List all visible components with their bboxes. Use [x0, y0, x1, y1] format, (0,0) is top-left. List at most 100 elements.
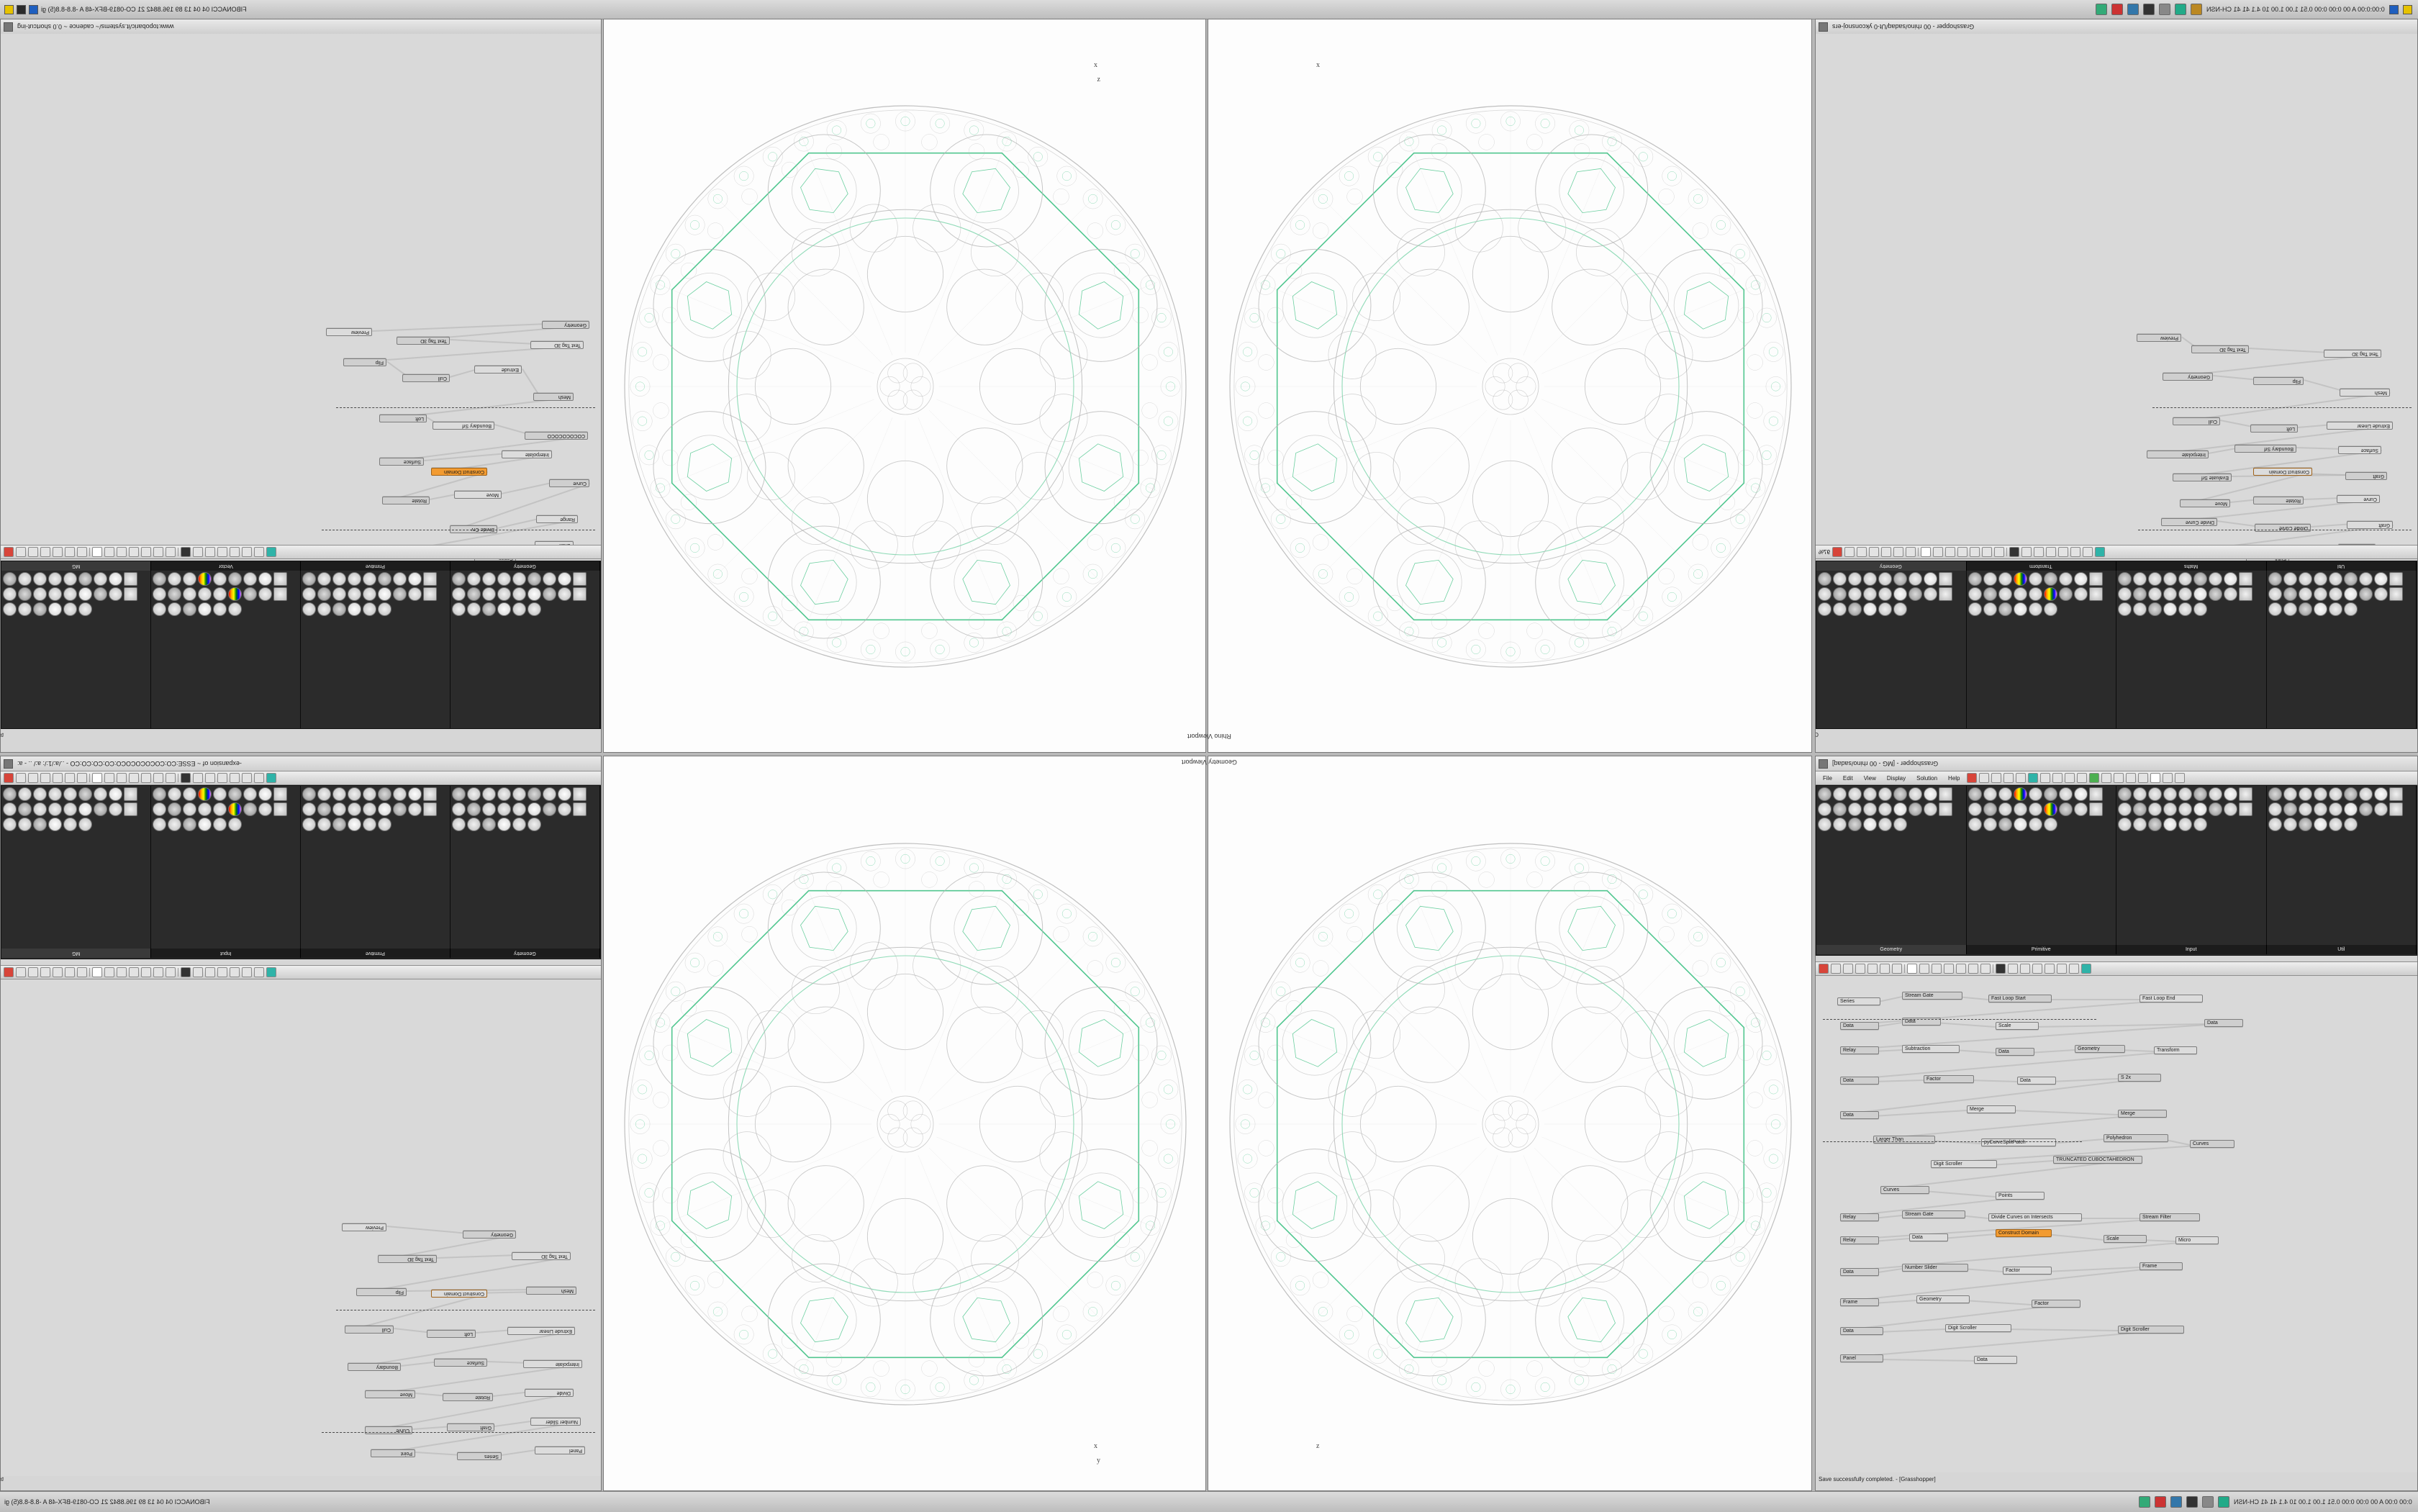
- palette-component-icon[interactable]: [258, 802, 272, 816]
- palette-component-icon[interactable]: [153, 802, 166, 816]
- toolbar-icon[interactable]: [181, 967, 191, 977]
- graph-node[interactable]: Move: [454, 491, 502, 499]
- color-swatch-blue[interactable]: [29, 4, 38, 14]
- toolbar-icon[interactable]: [28, 967, 38, 977]
- graph-node[interactable]: Curve: [365, 1426, 412, 1434]
- terminal-icon[interactable]: [2143, 4, 2155, 15]
- palette-component-icon[interactable]: [18, 818, 32, 831]
- toolbar-icon[interactable]: [92, 967, 102, 977]
- graph-node[interactable]: Rotate: [443, 1393, 493, 1401]
- palette-component-icon[interactable]: [198, 787, 212, 801]
- palette-component-icon[interactable]: [423, 572, 437, 586]
- toolbar-icon[interactable]: [2021, 547, 2032, 557]
- palette-component-icon[interactable]: [2043, 787, 2057, 801]
- palette-component-icon[interactable]: [573, 572, 587, 586]
- toolbar-icon[interactable]: [104, 547, 114, 557]
- node-graph-bottom-left[interactable]: Panel Series Point Number Slider Graft Curve D…: [1, 979, 601, 1476]
- viewport-top-left[interactable]: x z: [603, 19, 1206, 753]
- palette-component-icon[interactable]: [2388, 572, 2403, 586]
- palette-component-icon[interactable]: [48, 818, 62, 831]
- palette-component-icon[interactable]: [273, 787, 287, 801]
- graph-node[interactable]: S 2x: [2118, 1074, 2161, 1082]
- palette-component-icon[interactable]: [273, 572, 287, 586]
- palette-component-icon[interactable]: [1833, 787, 1847, 801]
- graph-node[interactable]: Extrude Linear: [507, 1327, 575, 1335]
- folder-icon-2[interactable]: [2170, 1496, 2183, 1508]
- toolbar-icon[interactable]: [166, 967, 176, 977]
- palette-component-icon[interactable]: [2193, 572, 2207, 586]
- palette-component-icon[interactable]: [1908, 787, 1922, 801]
- toolbar-icon[interactable]: [1933, 547, 1944, 557]
- palette-component-icon[interactable]: [273, 802, 287, 816]
- graph-node[interactable]: Cull: [2173, 417, 2220, 425]
- graph-node[interactable]: Data: [1996, 1048, 2034, 1056]
- palette-component-icon[interactable]: [317, 787, 331, 801]
- toolbar-icon[interactable]: [141, 773, 151, 783]
- grasshopper-icon-2[interactable]: [2139, 1496, 2151, 1508]
- graph-node[interactable]: COCOCOCOCO: [525, 432, 588, 440]
- palette-component-icon[interactable]: [1848, 572, 1862, 586]
- palette-component-icon[interactable]: [2058, 802, 2073, 816]
- palette-component-icon[interactable]: [467, 802, 481, 816]
- toolbar-icon[interactable]: [266, 547, 276, 557]
- palette-component-icon[interactable]: [348, 802, 361, 816]
- palette-component-icon[interactable]: [2178, 787, 2192, 801]
- palette-component-icon[interactable]: [2043, 602, 2057, 616]
- toolbar-icon[interactable]: [104, 773, 114, 783]
- palette-tab[interactable]: Primitive: [301, 561, 450, 571]
- palette-component-icon[interactable]: [1878, 572, 1892, 586]
- palette-component-icon[interactable]: [363, 802, 376, 816]
- palette-tab[interactable]: Geometry: [1816, 561, 1967, 571]
- graph-node[interactable]: Larger Than: [1873, 1136, 1935, 1144]
- graph-node[interactable]: Flip: [343, 358, 386, 366]
- palette-component-icon[interactable]: [497, 802, 511, 816]
- graph-node[interactable]: Merge: [2118, 1110, 2167, 1118]
- palette-component-icon[interactable]: [2268, 787, 2282, 801]
- palette-component-icon[interactable]: [1893, 587, 1907, 601]
- palette-component-icon[interactable]: [18, 572, 32, 586]
- palette-component-icon[interactable]: [2043, 587, 2057, 601]
- toolbar-icon[interactable]: [65, 773, 75, 783]
- palette-component-icon[interactable]: [1818, 787, 1831, 801]
- toolbar-icon[interactable]: [1907, 964, 1917, 974]
- palette-component-icon[interactable]: [378, 587, 391, 601]
- toolbar-icon[interactable]: [92, 773, 102, 783]
- menubar-icon[interactable]: [2076, 773, 2087, 783]
- palette-component-icon[interactable]: [2163, 572, 2177, 586]
- palette-component-icon[interactable]: [2043, 818, 2057, 831]
- window-bottom-right[interactable]: Grasshopper - [MG - 00 rhino/sadaq] File…: [1815, 756, 2418, 1491]
- palette-component-icon[interactable]: [2358, 787, 2373, 801]
- palette-component-icon[interactable]: [198, 818, 212, 831]
- palette-component-icon[interactable]: [243, 587, 257, 601]
- palette-component-icon[interactable]: [48, 802, 62, 816]
- graph-node[interactable]: Boundary: [348, 1363, 401, 1371]
- toolbar-icon[interactable]: [254, 967, 264, 977]
- palette-component-icon[interactable]: [2328, 572, 2342, 586]
- palette-component-icon[interactable]: [2133, 572, 2147, 586]
- palette-component-icon[interactable]: [1893, 787, 1907, 801]
- palette-tab[interactable]: Input: [2116, 945, 2267, 954]
- palette-component-icon[interactable]: [153, 587, 166, 601]
- graph-node[interactable]: Surface: [434, 1359, 487, 1367]
- menubar-icon[interactable]: [2174, 773, 2185, 783]
- toolbar-icon[interactable]: [2020, 964, 2030, 974]
- palette-component-icon[interactable]: [423, 787, 437, 801]
- graph-node[interactable]: Text Tag 3D: [512, 1252, 571, 1260]
- palette-component-icon[interactable]: [2133, 802, 2147, 816]
- palette-component-icon[interactable]: [3, 787, 17, 801]
- palette-component-icon[interactable]: [1863, 587, 1877, 601]
- palette-component-icon[interactable]: [2224, 787, 2237, 801]
- palette-component-icon[interactable]: [348, 818, 361, 831]
- graph-node[interactable]: Stream Gate: [1902, 992, 1962, 1000]
- palette-component-icon[interactable]: [573, 787, 587, 801]
- graph-node[interactable]: Geometry: [1916, 1295, 1970, 1303]
- toolbar-icon[interactable]: [2045, 964, 2055, 974]
- node-graph-top-left[interactable]: GraftSeriesPointRangeDivide CrvCurveMove…: [1, 63, 601, 574]
- palette-component-icon[interactable]: [482, 818, 496, 831]
- palette-component-icon[interactable]: [1908, 587, 1922, 601]
- palette-component-icon[interactable]: [33, 602, 47, 616]
- toolbar-icon[interactable]: [2008, 964, 2018, 974]
- graph-node[interactable]: Panel: [1840, 1354, 1883, 1362]
- palette-component-icon[interactable]: [543, 572, 556, 586]
- toolbar-icon[interactable]: [1945, 547, 1956, 557]
